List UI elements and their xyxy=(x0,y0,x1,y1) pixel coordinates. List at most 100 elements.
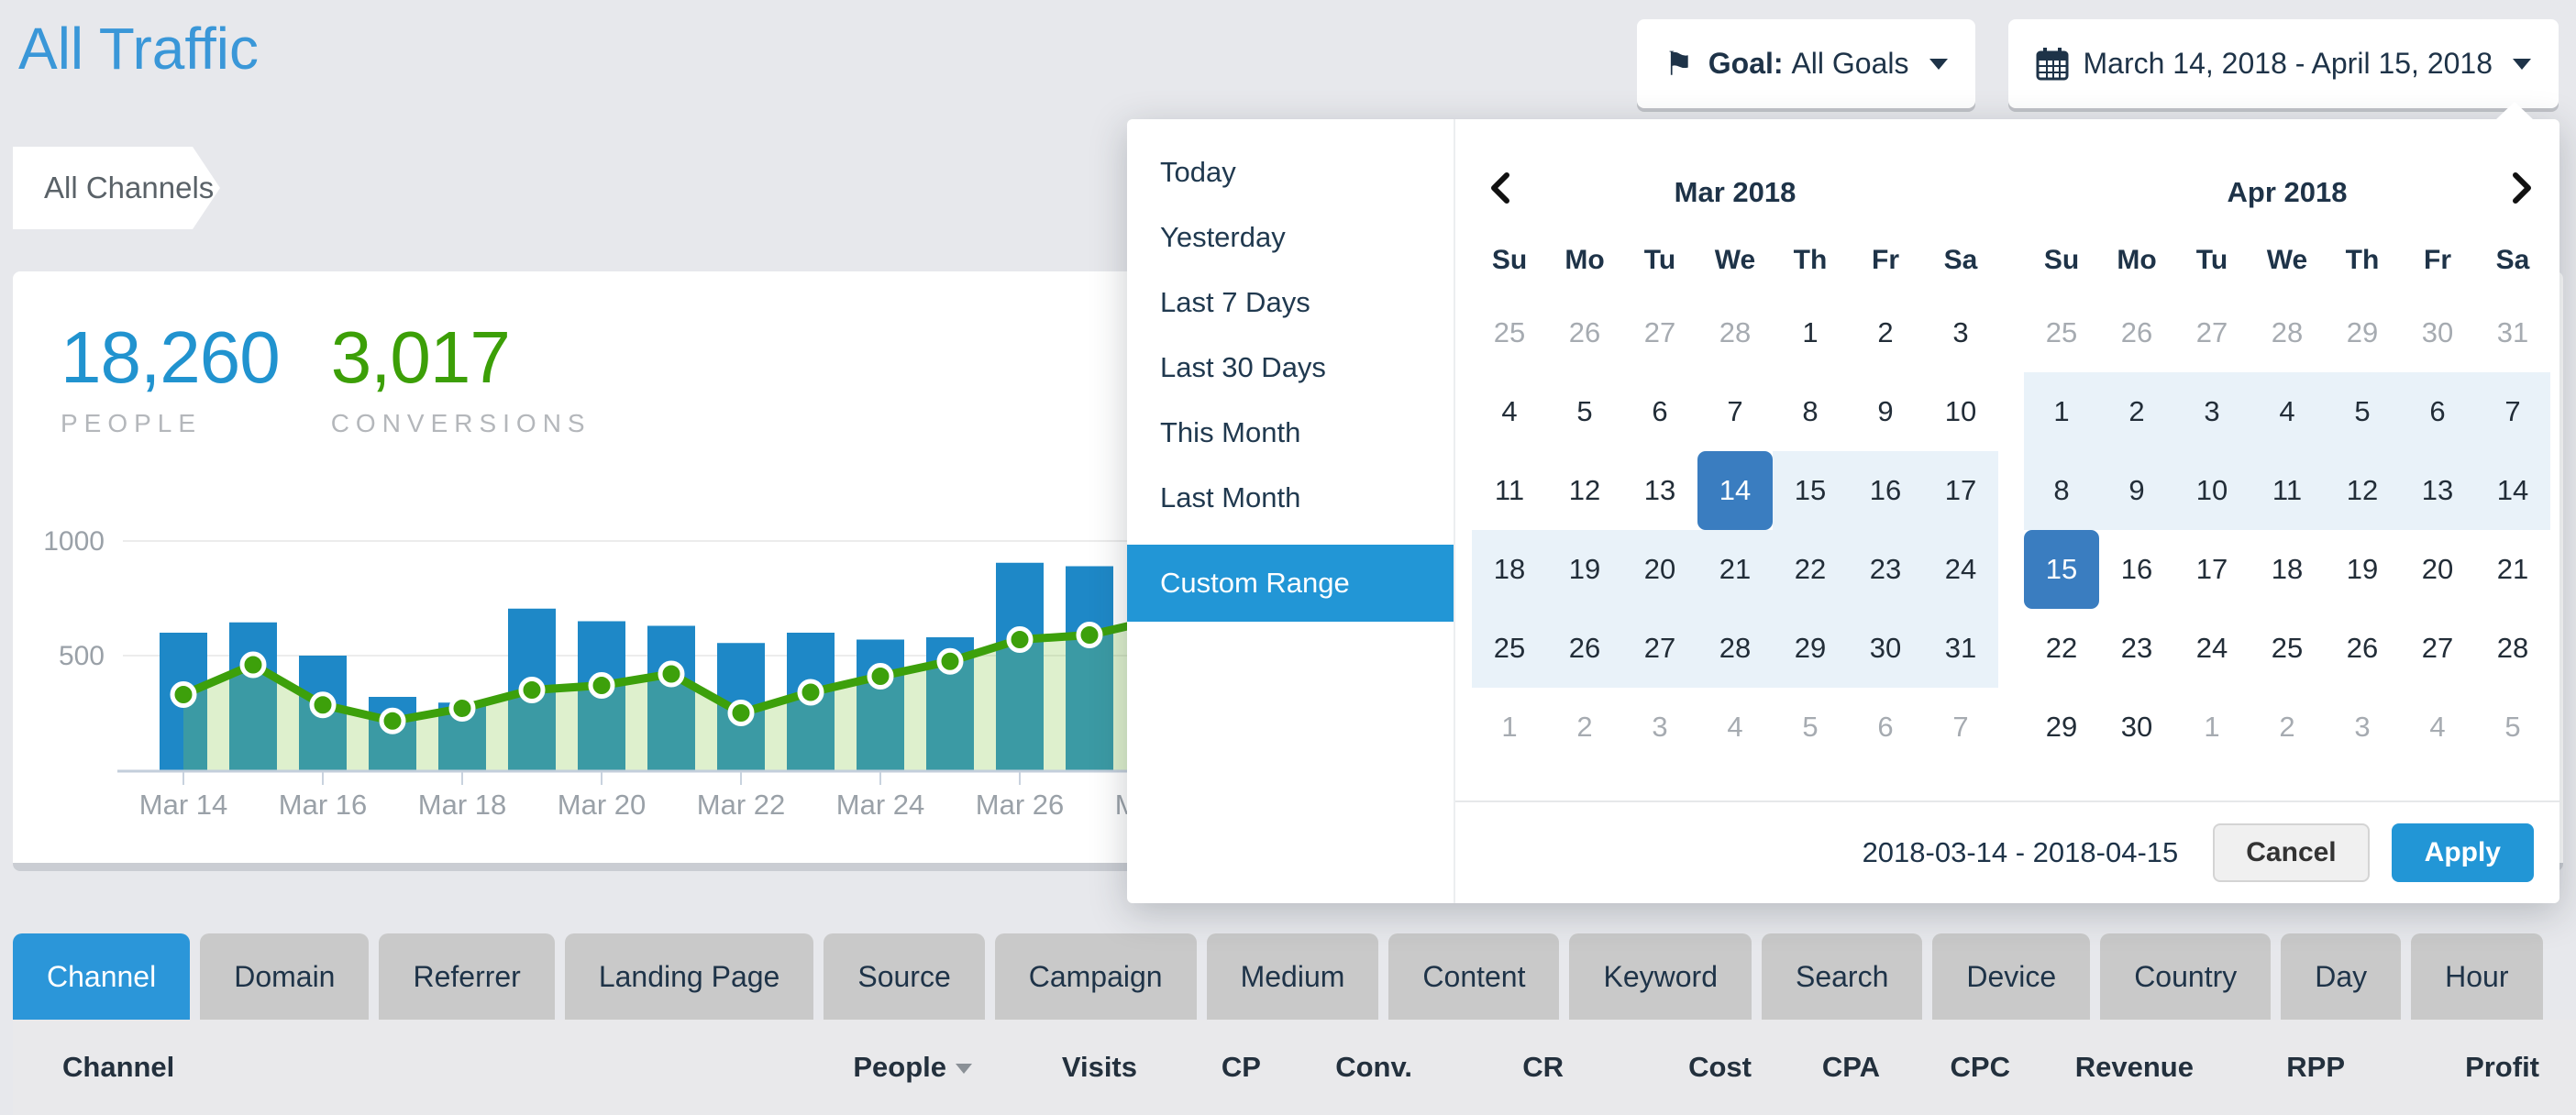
day-cell[interactable]: 22 xyxy=(1773,530,1848,609)
tab-content[interactable]: Content xyxy=(1388,933,1560,1020)
day-cell[interactable]: 9 xyxy=(2099,451,2174,530)
quick-range-last-month[interactable]: Last Month xyxy=(1160,480,1301,513)
day-cell[interactable]: 2 xyxy=(1576,711,1593,743)
day-cell[interactable]: 25 xyxy=(1493,316,1526,348)
tab-search[interactable]: Search xyxy=(1761,933,1923,1020)
column-header-people[interactable]: People xyxy=(802,1051,972,1084)
column-header-cost[interactable]: Cost xyxy=(1688,1051,1752,1083)
day-cell[interactable]: 16 xyxy=(2120,553,2153,585)
day-cell[interactable]: 4 xyxy=(1727,711,1743,743)
day-cell[interactable]: 17 xyxy=(2195,553,2228,585)
quick-range-this-month[interactable]: This Month xyxy=(1160,415,1301,448)
tab-hour[interactable]: Hour xyxy=(2411,933,2543,1020)
day-cell[interactable]: 2 xyxy=(2279,711,2295,743)
next-month-icon[interactable] xyxy=(2501,167,2543,209)
day-cell[interactable]: 5 xyxy=(2325,372,2400,451)
quick-range-last-7-days[interactable]: Last 7 Days xyxy=(1160,285,1310,318)
day-cell[interactable]: 14 xyxy=(2475,451,2550,530)
column-header-channel[interactable]: Channel xyxy=(62,1051,175,1083)
day-cell[interactable]: 13 xyxy=(2400,451,2475,530)
day-cell[interactable]: 29 xyxy=(2045,711,2078,743)
day-cell[interactable]: 6 xyxy=(1652,395,1668,427)
day-cell[interactable]: 5 xyxy=(1802,711,1819,743)
day-cell[interactable]: 30 xyxy=(2120,711,2153,743)
day-cell[interactable]: 27 xyxy=(2195,316,2228,348)
day-cell[interactable]: 25 xyxy=(2271,632,2304,664)
day-cell[interactable]: 7 xyxy=(1727,395,1743,427)
day-cell[interactable]: 4 xyxy=(2429,711,2446,743)
day-cell[interactable]: 26 xyxy=(2346,632,2379,664)
day-cell[interactable]: 26 xyxy=(1547,609,1622,688)
day-cell[interactable]: 18 xyxy=(2271,553,2304,585)
day-cell[interactable]: 23 xyxy=(1848,530,1923,609)
tab-country[interactable]: Country xyxy=(2100,933,2272,1020)
day-cell[interactable]: 29 xyxy=(1773,609,1848,688)
day-cell[interactable]: 25 xyxy=(1472,609,1547,688)
day-cell[interactable]: 18 xyxy=(1472,530,1547,609)
day-cell[interactable]: 10 xyxy=(2174,451,2250,530)
day-cell[interactable]: 31 xyxy=(2496,316,2529,348)
day-cell[interactable]: 25 xyxy=(2045,316,2078,348)
day-cell[interactable]: 2 xyxy=(2099,372,2174,451)
day-cell[interactable]: 28 xyxy=(1697,609,1773,688)
column-header-revenue[interactable]: Revenue xyxy=(2074,1051,2194,1083)
day-cell[interactable]: 15 xyxy=(2024,530,2099,609)
day-cell[interactable]: 13 xyxy=(1643,474,1676,506)
day-cell[interactable]: 3 xyxy=(2174,372,2250,451)
quick-range-yesterday[interactable]: Yesterday xyxy=(1160,220,1286,253)
tab-referrer[interactable]: Referrer xyxy=(379,933,555,1020)
day-cell[interactable]: 8 xyxy=(2024,451,2099,530)
day-cell[interactable]: 21 xyxy=(2496,553,2529,585)
day-cell[interactable]: 30 xyxy=(1848,609,1923,688)
day-cell[interactable]: 19 xyxy=(1547,530,1622,609)
day-cell[interactable]: 6 xyxy=(2400,372,2475,451)
quick-range-custom-range[interactable]: Custom Range xyxy=(1127,545,1454,622)
day-cell[interactable]: 5 xyxy=(1576,395,1593,427)
day-cell[interactable]: 12 xyxy=(2325,451,2400,530)
date-range-button[interactable]: March 14, 2018 - April 15, 2018 xyxy=(2007,19,2559,108)
day-cell[interactable]: 1 xyxy=(1501,711,1518,743)
day-cell[interactable]: 27 xyxy=(2421,632,2454,664)
day-cell[interactable]: 7 xyxy=(1952,711,1969,743)
tab-domain[interactable]: Domain xyxy=(200,933,370,1020)
day-cell[interactable]: 28 xyxy=(2271,316,2304,348)
day-cell[interactable]: 23 xyxy=(2120,632,2153,664)
day-cell[interactable]: 26 xyxy=(2120,316,2153,348)
day-cell[interactable]: 20 xyxy=(2421,553,2454,585)
column-header-cpc[interactable]: CPC xyxy=(1950,1051,2010,1083)
day-cell[interactable]: 17 xyxy=(1923,451,1998,530)
column-header-cp[interactable]: CP xyxy=(1221,1051,1261,1083)
day-cell[interactable]: 10 xyxy=(1944,395,1977,427)
day-cell[interactable]: 15 xyxy=(1773,451,1848,530)
breadcrumb-channel-tag[interactable]: All Channels xyxy=(13,147,220,229)
cancel-button[interactable]: Cancel xyxy=(2213,823,2370,882)
tab-keyword[interactable]: Keyword xyxy=(1569,933,1752,1020)
day-cell[interactable]: 2 xyxy=(1877,316,1894,348)
day-cell[interactable]: 28 xyxy=(2496,632,2529,664)
day-cell[interactable]: 6 xyxy=(1877,711,1894,743)
day-cell[interactable]: 22 xyxy=(2045,632,2078,664)
tab-campaign[interactable]: Campaign xyxy=(994,933,1197,1020)
quick-range-today[interactable]: Today xyxy=(1160,155,1236,188)
day-cell[interactable]: 1 xyxy=(2024,372,2099,451)
prev-month-icon[interactable] xyxy=(1479,167,1521,209)
day-cell[interactable]: 4 xyxy=(2250,372,2325,451)
tab-day[interactable]: Day xyxy=(2281,933,2402,1020)
tab-device[interactable]: Device xyxy=(1932,933,2091,1020)
day-cell[interactable]: 4 xyxy=(1501,395,1518,427)
day-cell[interactable]: 12 xyxy=(1568,474,1601,506)
tab-landing-page[interactable]: Landing Page xyxy=(564,933,814,1020)
goal-dropdown-button[interactable]: ⚑ Goal: All Goals xyxy=(1636,19,1975,108)
day-cell[interactable]: 3 xyxy=(1652,711,1668,743)
day-cell[interactable]: 3 xyxy=(1952,316,1969,348)
column-header-conv[interactable]: Conv. xyxy=(1335,1051,1412,1083)
day-cell[interactable]: 7 xyxy=(2475,372,2550,451)
column-header-visits[interactable]: Visits xyxy=(1061,1051,1137,1083)
day-cell[interactable]: 31 xyxy=(1923,609,1998,688)
tab-medium[interactable]: Medium xyxy=(1206,933,1379,1020)
tab-channel[interactable]: Channel xyxy=(13,933,191,1020)
day-cell[interactable]: 11 xyxy=(1494,474,1525,506)
day-cell[interactable]: 3 xyxy=(2354,711,2371,743)
day-cell[interactable]: 28 xyxy=(1719,316,1752,348)
day-cell[interactable]: 1 xyxy=(1802,316,1819,348)
